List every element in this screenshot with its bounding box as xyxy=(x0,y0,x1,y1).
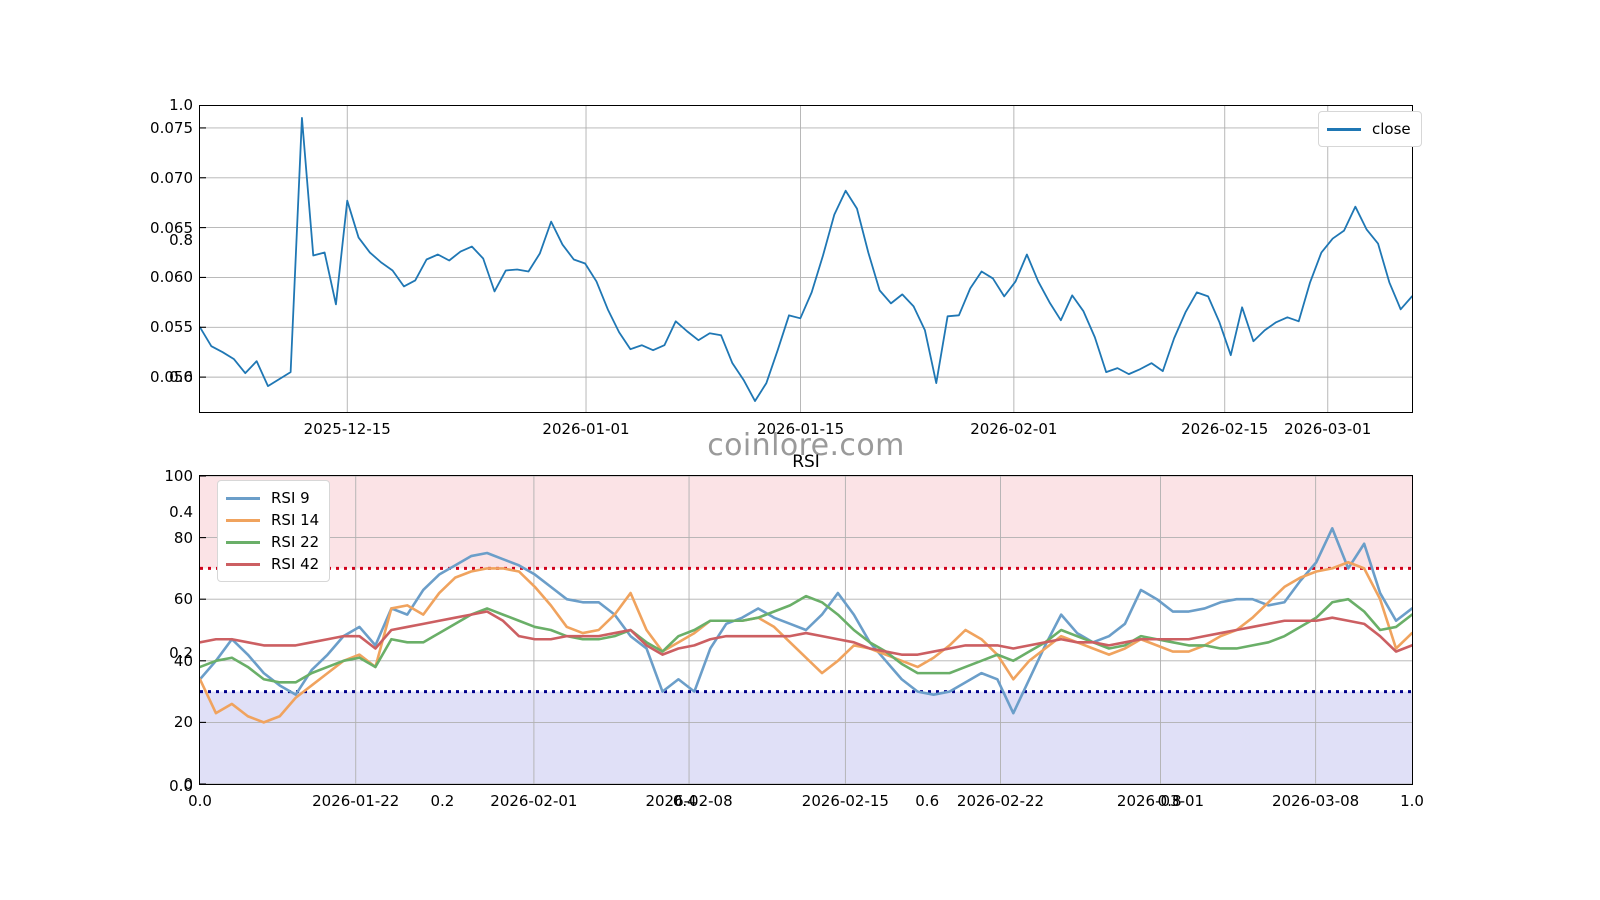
rsi-secondary-y-tick: 0.4 xyxy=(169,503,193,521)
price-y-tick: 0.070 xyxy=(150,168,193,187)
rsi-x-numeric-tick: 0.6 xyxy=(915,792,940,810)
rsi-y-tick: 60 xyxy=(173,590,193,609)
rsi-plot-area xyxy=(200,476,1412,784)
rsi-x-date-tick: 2026-02-01 xyxy=(490,792,578,810)
price-y-tick: 0.050 xyxy=(150,368,193,387)
legend-line-icon xyxy=(226,562,260,566)
price-chart-panel xyxy=(199,105,1413,413)
rsi-chart-panel xyxy=(199,475,1413,785)
rsi-series-line xyxy=(200,610,1412,656)
legend-item[interactable]: RSI 14 xyxy=(226,509,319,531)
price-x-tick: 2026-03-01 xyxy=(1284,420,1372,438)
rsi-y-tick: 20 xyxy=(173,713,193,732)
price-chart-legend[interactable]: close xyxy=(1318,111,1422,147)
legend-label: RSI 14 xyxy=(271,511,320,529)
rsi-x-date-tick: 2026-03-08 xyxy=(1272,792,1360,810)
rsi-x-date-tick: 2026-01-22 xyxy=(312,792,400,810)
legend-item[interactable]: close xyxy=(1327,118,1411,140)
rsi-x-date-tick: 2026-02-15 xyxy=(801,792,889,810)
rsi-panel-title: RSI xyxy=(792,452,820,472)
rsi-x-date-tick: 2026-03-01 xyxy=(1116,792,1205,810)
legend-item[interactable]: RSI 9 xyxy=(226,487,319,509)
rsi-x-numeric-tick: 1.0 xyxy=(1400,792,1424,810)
rsi-chart-legend[interactable]: RSI 9 RSI 14 RSI 22 RSI 42 xyxy=(217,480,331,582)
legend-line-icon xyxy=(226,540,260,544)
price-secondary-y-tick: 0.8 xyxy=(169,231,193,249)
price-y-tick: 0.060 xyxy=(150,268,193,287)
price-x-tick: 2026-02-15 xyxy=(1181,420,1269,438)
legend-item[interactable]: RSI 22 xyxy=(226,531,319,553)
price-x-tick: 2026-02-01 xyxy=(970,420,1058,438)
price-y-tick: 0.075 xyxy=(150,118,193,137)
legend-item[interactable]: RSI 42 xyxy=(226,553,319,575)
rsi-series-line xyxy=(200,594,1412,684)
rsi-secondary-y-tick: 0.2 xyxy=(169,644,193,662)
price-secondary-y-tick: 0.6 xyxy=(169,368,193,386)
price-x-tick: 2026-01-15 xyxy=(756,420,845,438)
price-y-tick: 0.065 xyxy=(150,218,193,237)
rsi-x-numeric-tick: 0.8 xyxy=(1157,792,1182,810)
rsi-series-line xyxy=(200,560,1412,724)
price-plot-area xyxy=(200,106,1412,412)
rsi-series-line xyxy=(200,527,1412,715)
legend-label: RSI 22 xyxy=(271,533,320,551)
legend-line-icon xyxy=(226,518,260,522)
price-x-tick: 2025-12-15 xyxy=(303,420,391,438)
rsi-x-numeric-tick: 0.2 xyxy=(430,792,455,810)
legend-line-icon xyxy=(226,496,260,500)
rsi-x-date-tick: 2026-02-22 xyxy=(956,792,1045,810)
rsi-overbought-band xyxy=(200,476,1412,569)
legend-label: close xyxy=(1372,120,1411,138)
rsi-secondary-y-tick: 0.0 xyxy=(169,777,193,795)
rsi-y-tick: 100 xyxy=(164,467,193,485)
rsi-y-tick: 80 xyxy=(173,528,193,547)
legend-label: RSI 9 xyxy=(271,489,310,507)
price-x-tick: 2026-01-01 xyxy=(542,420,630,438)
coinlore-watermark: coinlore.com xyxy=(707,428,905,463)
rsi-x-date-tick: 2026-02-08 xyxy=(645,792,733,810)
price-secondary-y-tick: 1.0 xyxy=(169,95,193,114)
rsi-x-numeric-tick: 0.4 xyxy=(672,792,697,810)
legend-label: RSI 42 xyxy=(271,555,320,573)
rsi-y-tick: 0 xyxy=(183,775,193,793)
rsi-x-numeric-tick: 0.0 xyxy=(188,792,212,810)
rsi-oversold-band xyxy=(200,691,1412,784)
price-y-tick: 0.055 xyxy=(150,318,193,337)
rsi-y-tick: 40 xyxy=(173,651,193,670)
legend-line-icon xyxy=(1327,127,1361,131)
